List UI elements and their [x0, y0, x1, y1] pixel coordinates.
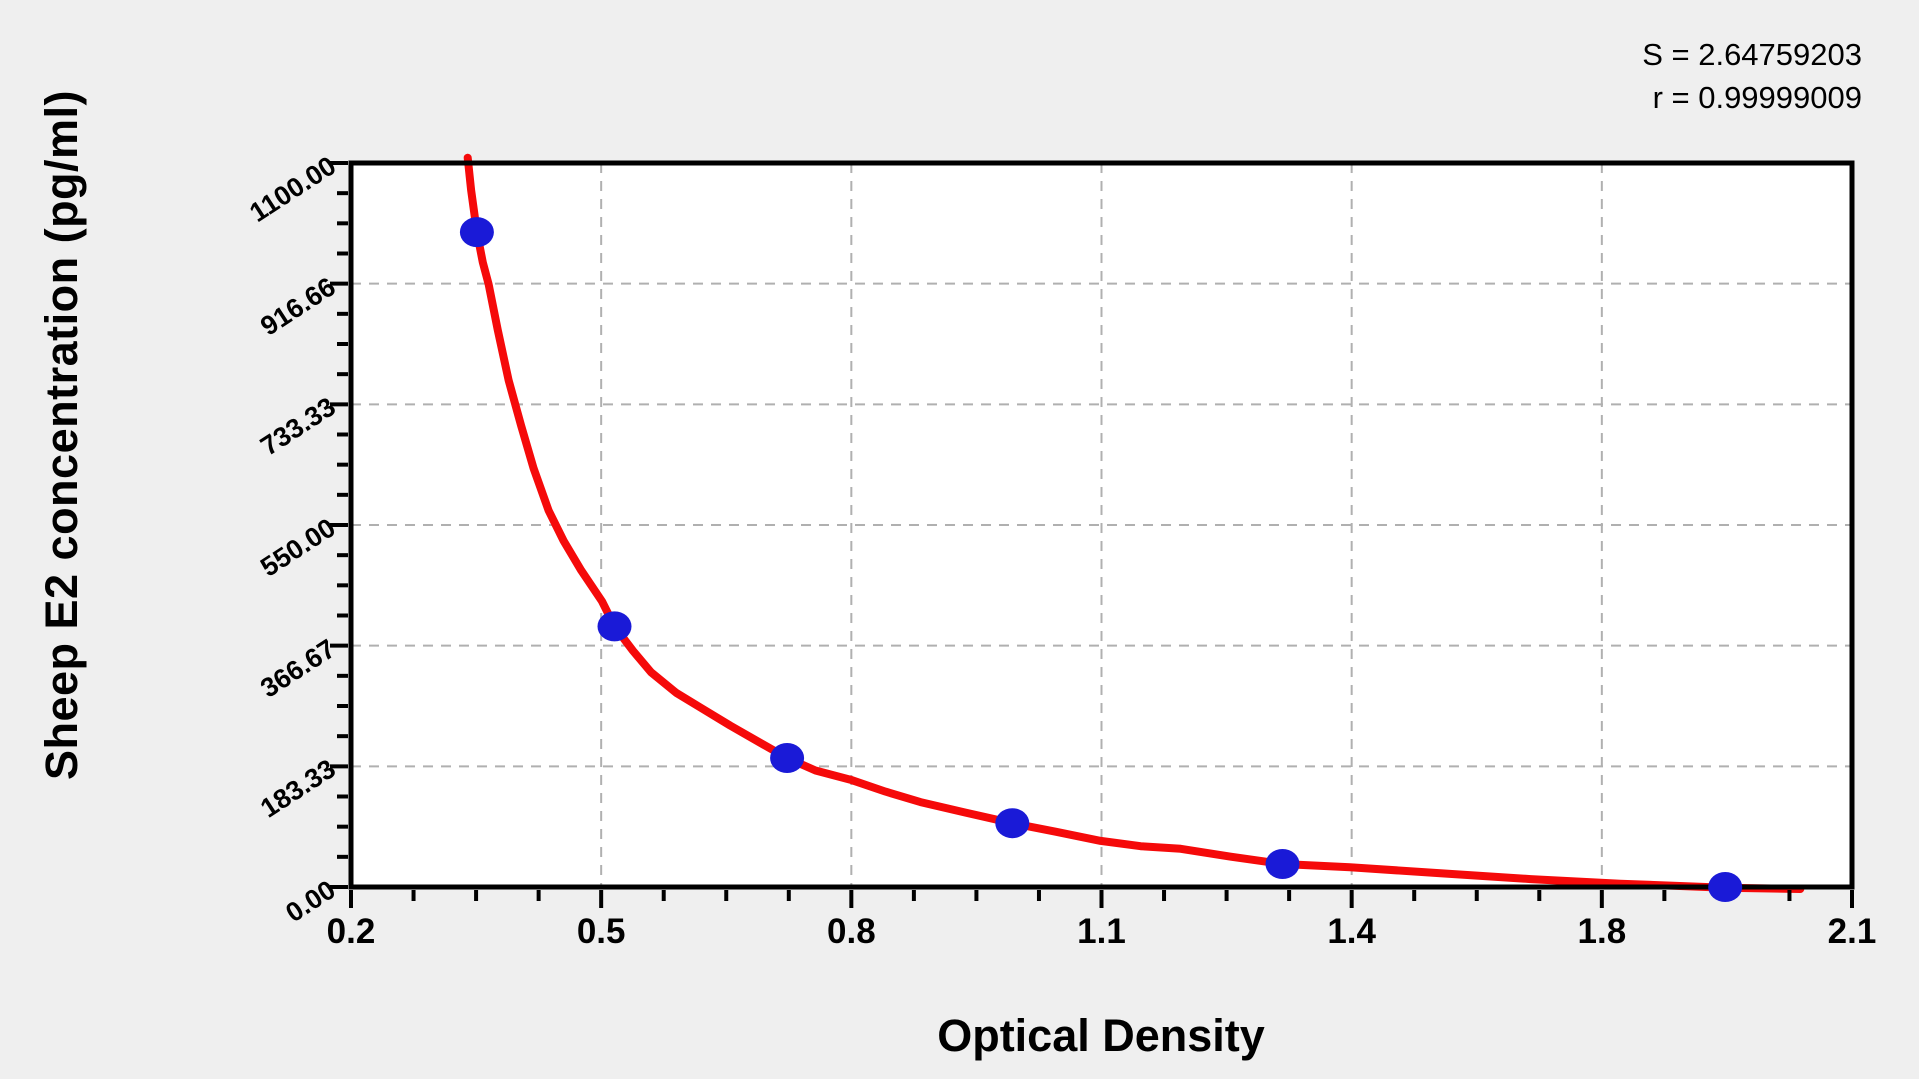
data-point — [995, 808, 1030, 839]
y-axis-title: Sheep E2 concentration (pg/ml) — [36, 89, 87, 781]
stat-s-value: S = 2.64759203 — [1642, 37, 1862, 72]
data-point — [597, 611, 632, 642]
x-tick-label: 1.8 — [1577, 912, 1627, 951]
data-point — [1265, 849, 1300, 879]
x-tick-label: 1.1 — [1077, 912, 1126, 951]
data-point — [770, 743, 805, 773]
x-tick-label: 0.8 — [827, 912, 876, 951]
x-axis-title: Optical Density — [937, 1010, 1265, 1061]
data-point — [1708, 872, 1743, 902]
data-point — [459, 217, 494, 248]
fit-statistics: S = 2.64759203 r = 0.99999009 — [1642, 33, 1862, 119]
x-tick-label: 1.4 — [1327, 912, 1376, 951]
plot-border — [348, 160, 1855, 890]
x-tick-label: 0.2 — [326, 912, 376, 951]
stat-r-value: r = 0.99999009 — [1652, 80, 1862, 115]
fit-curve-line — [463, 153, 1805, 893]
x-tick-label: 0.5 — [576, 912, 626, 951]
x-tick-label: 2.1 — [1827, 912, 1877, 951]
